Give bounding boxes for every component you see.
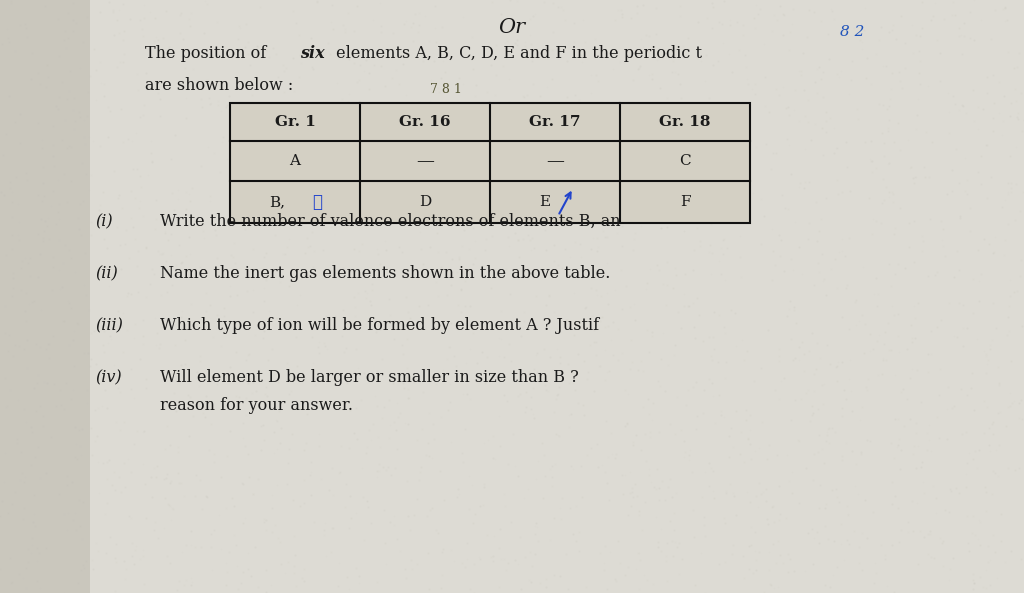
Text: F: F [680, 195, 690, 209]
Text: Will element D be larger or smaller in size than B ?: Will element D be larger or smaller in s… [160, 369, 579, 386]
Text: six: six [300, 45, 325, 62]
Text: (iv): (iv) [95, 369, 122, 386]
Text: A: A [290, 154, 300, 168]
Text: (ii): (ii) [95, 265, 118, 282]
Text: B,: B, [269, 195, 285, 209]
Text: Name the inert gas elements shown in the above table.: Name the inert gas elements shown in the… [160, 265, 610, 282]
Text: elements A, B, C, D, E and F in the periodic t: elements A, B, C, D, E and F in the peri… [331, 45, 702, 62]
Text: 7 8 1: 7 8 1 [430, 83, 462, 96]
Text: (iii): (iii) [95, 317, 123, 334]
Text: D: D [419, 195, 431, 209]
Text: Gr. 18: Gr. 18 [659, 115, 711, 129]
Text: Write the number of valence electrons of elements B, an: Write the number of valence electrons of… [160, 213, 621, 230]
Text: are shown below :: are shown below : [145, 77, 293, 94]
Text: E: E [540, 195, 551, 209]
Text: Which type of ion will be formed by element A ? Justif: Which type of ion will be formed by elem… [160, 317, 599, 334]
Text: Gr. 16: Gr. 16 [399, 115, 451, 129]
Text: —: — [546, 152, 564, 170]
Bar [230, 103, 750, 223]
Text: The position of: The position of [145, 45, 271, 62]
Bar [0, 0, 90, 593]
Text: Gr. 1: Gr. 1 [274, 115, 315, 129]
Text: —: — [416, 152, 434, 170]
Text: 8 2: 8 2 [840, 25, 864, 39]
Text: C: C [679, 154, 691, 168]
Text: Gr. 17: Gr. 17 [529, 115, 581, 129]
Text: ⓘ: ⓘ [312, 193, 322, 211]
Text: reason for your answer.: reason for your answer. [160, 397, 353, 414]
Text: Or: Or [499, 18, 525, 37]
Text: (i): (i) [95, 213, 113, 230]
